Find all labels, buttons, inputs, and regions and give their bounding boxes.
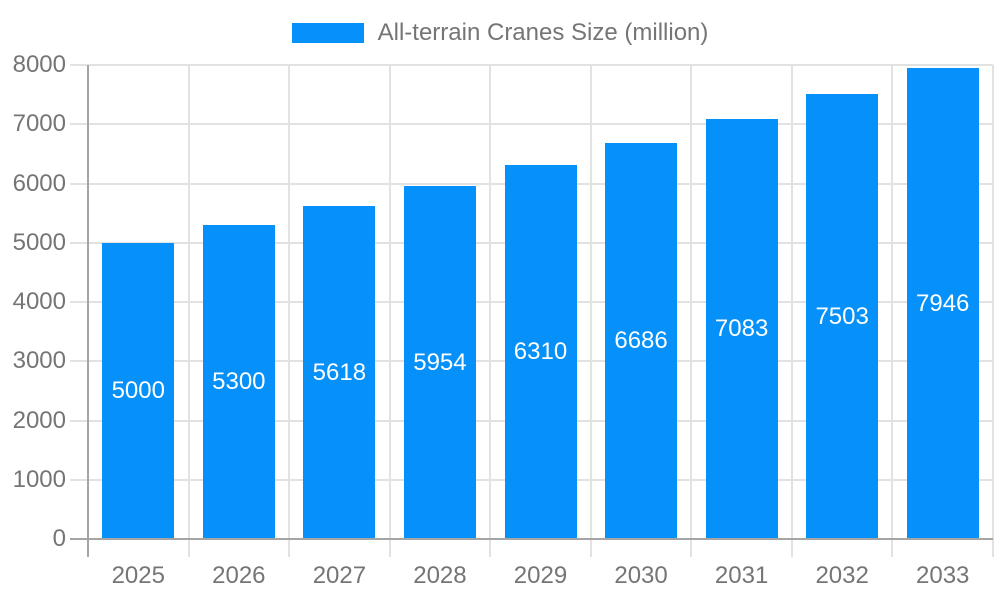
legend-label: All-terrain Cranes Size (million) [377, 19, 709, 46]
x-axis-label: 2033 [916, 562, 970, 589]
bar-2031 [705, 119, 778, 539]
bar-2027 [303, 206, 376, 539]
bar-value-label: 5000 [111, 376, 165, 404]
y-axis-label: 5000 [12, 228, 66, 256]
vertical-gridline [690, 65, 693, 557]
x-axis-label: 2029 [513, 562, 568, 589]
y-axis-label: 2000 [12, 406, 66, 434]
y-axis-label: 8000 [12, 51, 66, 78]
horizontal-gridline [70, 64, 993, 66]
bar-value-label: 7503 [815, 302, 869, 330]
bar-2025 [102, 242, 175, 539]
y-axis-label: 3000 [12, 347, 66, 375]
bar-value-label: 6310 [513, 338, 568, 366]
y-axis-label: 6000 [12, 169, 66, 197]
bar-2028 [403, 186, 476, 539]
x-axis-label: 2032 [815, 562, 869, 589]
horizontal-gridline [70, 123, 993, 126]
bar-2026 [202, 224, 275, 539]
vertical-gridline [891, 65, 894, 557]
x-axis-label: 2026 [212, 562, 266, 589]
chart-legend[interactable]: All-terrain Cranes Size (million) [0, 13, 1000, 53]
x-axis-label: 2030 [614, 562, 668, 589]
y-axis-label: 4000 [12, 288, 66, 315]
y-axis-line [87, 65, 89, 557]
bar-value-label: 6686 [614, 326, 668, 354]
vertical-gridline [288, 65, 291, 557]
y-axis-label: 7000 [12, 110, 66, 138]
x-axis-label: 2031 [714, 562, 769, 589]
bar-value-label: 7083 [714, 315, 769, 343]
bar-value-label: 5300 [212, 367, 266, 395]
bar-2032 [806, 94, 879, 539]
vertical-gridline [388, 65, 391, 557]
vertical-gridline [790, 65, 793, 557]
x-axis-label: 2027 [312, 562, 367, 589]
bar-2029 [504, 165, 577, 539]
x-axis-line [70, 538, 993, 540]
vertical-gridline [489, 65, 492, 557]
vertical-gridline [187, 65, 190, 557]
y-axis-label: 0 [52, 525, 66, 552]
x-axis-label: 2025 [111, 562, 165, 589]
bar-value-label: 5618 [312, 358, 367, 386]
bar-value-label: 5954 [413, 348, 467, 376]
legend-swatch [291, 23, 364, 43]
x-axis-label: 2028 [413, 562, 467, 589]
bar-2030 [605, 142, 678, 539]
vertical-gridline [589, 65, 592, 557]
bar-2033 [906, 68, 979, 539]
y-axis-label: 1000 [12, 465, 66, 493]
vertical-gridline [992, 65, 994, 557]
bar-value-label: 7946 [916, 289, 970, 317]
